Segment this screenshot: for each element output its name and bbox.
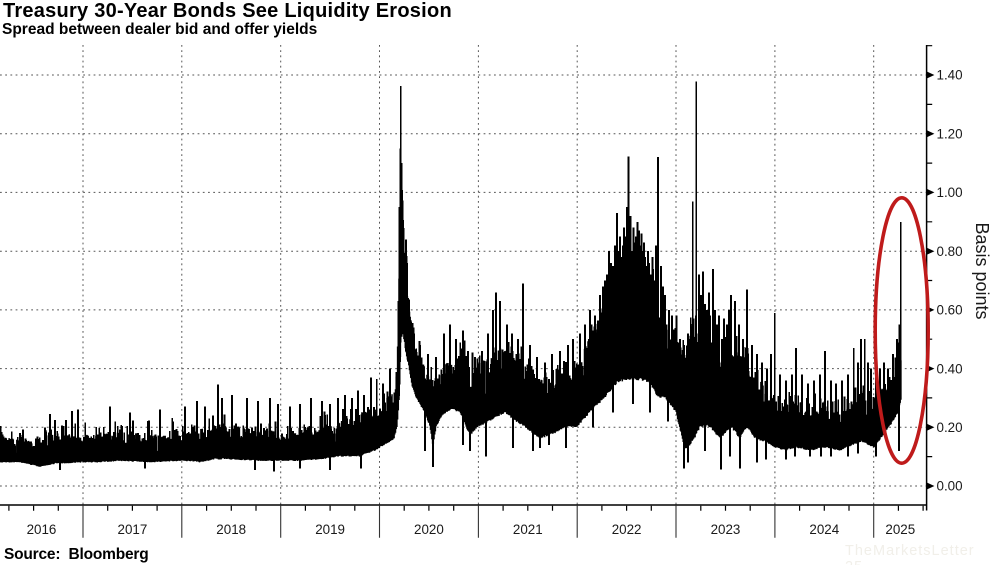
- svg-text:2017: 2017: [118, 522, 148, 537]
- svg-text:2023: 2023: [711, 522, 741, 537]
- svg-text:2021: 2021: [513, 522, 543, 537]
- svg-text:2019: 2019: [315, 522, 345, 537]
- svg-text:0.20: 0.20: [937, 420, 963, 435]
- svg-text:2024: 2024: [809, 522, 839, 537]
- svg-text:2020: 2020: [414, 522, 444, 537]
- svg-text:1.20: 1.20: [937, 126, 963, 141]
- svg-text:1.40: 1.40: [937, 68, 963, 83]
- svg-text:0.80: 0.80: [937, 244, 963, 259]
- svg-text:2018: 2018: [216, 522, 246, 537]
- svg-text:2016: 2016: [27, 522, 57, 537]
- svg-text:Basis points: Basis points: [972, 222, 991, 319]
- svg-text:0.60: 0.60: [937, 303, 963, 318]
- svg-text:1.00: 1.00: [937, 185, 963, 200]
- svg-text:2025: 2025: [885, 522, 915, 537]
- svg-text:2022: 2022: [612, 522, 642, 537]
- svg-text:0.40: 0.40: [937, 361, 963, 376]
- svg-text:0.00: 0.00: [937, 479, 963, 494]
